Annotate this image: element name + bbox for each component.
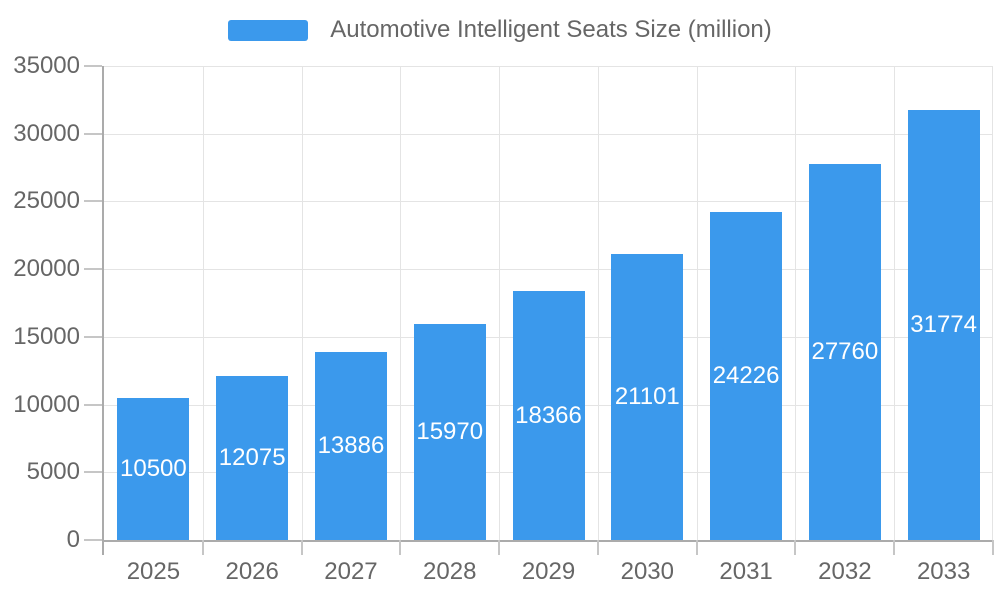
x-tick-label: 2026: [225, 558, 279, 585]
y-axis-tick: [84, 539, 102, 541]
x-tick-label: 2029: [521, 558, 576, 585]
bar-slot: 21101: [598, 66, 697, 540]
y-tick-label: 0: [66, 526, 80, 553]
y-tick-label: 10000: [13, 390, 80, 418]
horizontal-gridline: [104, 66, 993, 67]
bar-slot: 24226: [697, 66, 796, 540]
bar-value-label: 27760: [811, 338, 879, 366]
y-axis-tick: [84, 335, 102, 338]
bar-value-label: 31774: [910, 310, 978, 338]
y-axis-labels: 35000 30000 25000 20000 15000 10000 5000 0: [0, 53, 80, 553]
vertical-gridline: [795, 66, 797, 540]
bar-slot: 18366: [499, 66, 598, 540]
x-axis-tick: [498, 540, 501, 555]
bar[interactable]: 24226: [710, 211, 783, 540]
y-axis-tick: [84, 471, 102, 474]
bar[interactable]: 31774: [907, 109, 980, 540]
y-tick-label: 30000: [13, 119, 80, 147]
y-axis-tick: [84, 200, 102, 203]
bar-value-label: 18366: [515, 401, 582, 429]
y-tick-label: 15000: [13, 322, 80, 350]
x-axis-tick: [794, 540, 797, 555]
vertical-gridline: [202, 66, 204, 540]
horizontal-gridline: [104, 269, 993, 271]
x-tick-label: 2030: [620, 558, 674, 585]
bar-value-label: 10500: [120, 454, 187, 482]
x-axis-tick: [102, 540, 104, 555]
x-axis-tick: [300, 540, 303, 555]
vertical-gridline: [597, 66, 599, 540]
bar-slot: 27760: [795, 66, 894, 540]
legend: Automotive Intelligent Seats Size (milli…: [0, 16, 1000, 44]
bar-slot: 31774: [894, 66, 993, 540]
x-tick-label: 2032: [818, 558, 872, 585]
bar[interactable]: 13886: [314, 351, 387, 540]
bar[interactable]: 15970: [413, 323, 486, 540]
y-axis-tick: [84, 132, 102, 135]
bar[interactable]: 27760: [808, 164, 881, 540]
y-tick-label: 5000: [26, 458, 80, 486]
x-axis-tick: [695, 540, 698, 555]
x-axis-tick: [201, 540, 204, 555]
x-axis-tick: [399, 540, 402, 555]
bar-slot: 15970: [400, 66, 499, 540]
plot-area: 10500 12075 13886 15970 18366 21101 24226 27760…: [84, 65, 994, 555]
x-tick-label: 2031: [719, 558, 773, 585]
vertical-gridline: [400, 66, 402, 540]
x-tick-label: 2028: [423, 558, 477, 585]
y-axis-tick: [84, 65, 102, 67]
bar-value-label: 13886: [317, 431, 385, 459]
x-tick-label: 2025: [126, 558, 181, 585]
legend-swatch: [228, 19, 309, 41]
horizontal-gridline: [104, 133, 993, 135]
bar-slot: 12075: [203, 66, 302, 540]
bars-layer: 10500 12075 13886 15970 18366 21101 24226 27760…: [104, 66, 993, 540]
x-axis-tick: [992, 540, 994, 555]
bar[interactable]: 10500: [117, 397, 190, 540]
bar[interactable]: 18366: [512, 291, 585, 540]
y-axis-tick: [84, 268, 102, 271]
y-axis-tick: [84, 403, 102, 406]
bar-value-label: 21101: [614, 383, 680, 411]
x-tick-label: 2033: [916, 558, 971, 585]
y-tick-label: 35000: [13, 52, 80, 79]
bar-value-label: 24226: [712, 361, 780, 389]
bar-value-label: 12075: [218, 444, 286, 472]
x-tick-label: 2027: [324, 558, 378, 585]
bar[interactable]: 12075: [216, 376, 289, 540]
vertical-gridline: [301, 66, 303, 540]
horizontal-gridline: [104, 201, 993, 203]
vertical-gridline: [992, 66, 993, 540]
bar-slot: 13886: [302, 66, 401, 540]
bar[interactable]: 21101: [611, 254, 684, 540]
bar-value-label: 15970: [416, 417, 484, 445]
x-axis-tick: [893, 540, 896, 555]
x-axis-tick: [596, 540, 599, 555]
x-axis-labels: 2025 2026 2027 2028 2029 2030 2031 2032 2033: [104, 558, 993, 586]
legend-item[interactable]: Automotive Intelligent Seats Size (milli…: [228, 16, 772, 44]
y-tick-label: 25000: [13, 187, 80, 215]
vertical-gridline: [894, 66, 896, 540]
legend-label: Automotive Intelligent Seats Size (milli…: [330, 16, 772, 43]
vertical-gridline: [499, 66, 501, 540]
y-tick-label: 20000: [13, 255, 80, 283]
bar-slot: 10500: [104, 66, 203, 540]
vertical-gridline: [696, 66, 698, 540]
